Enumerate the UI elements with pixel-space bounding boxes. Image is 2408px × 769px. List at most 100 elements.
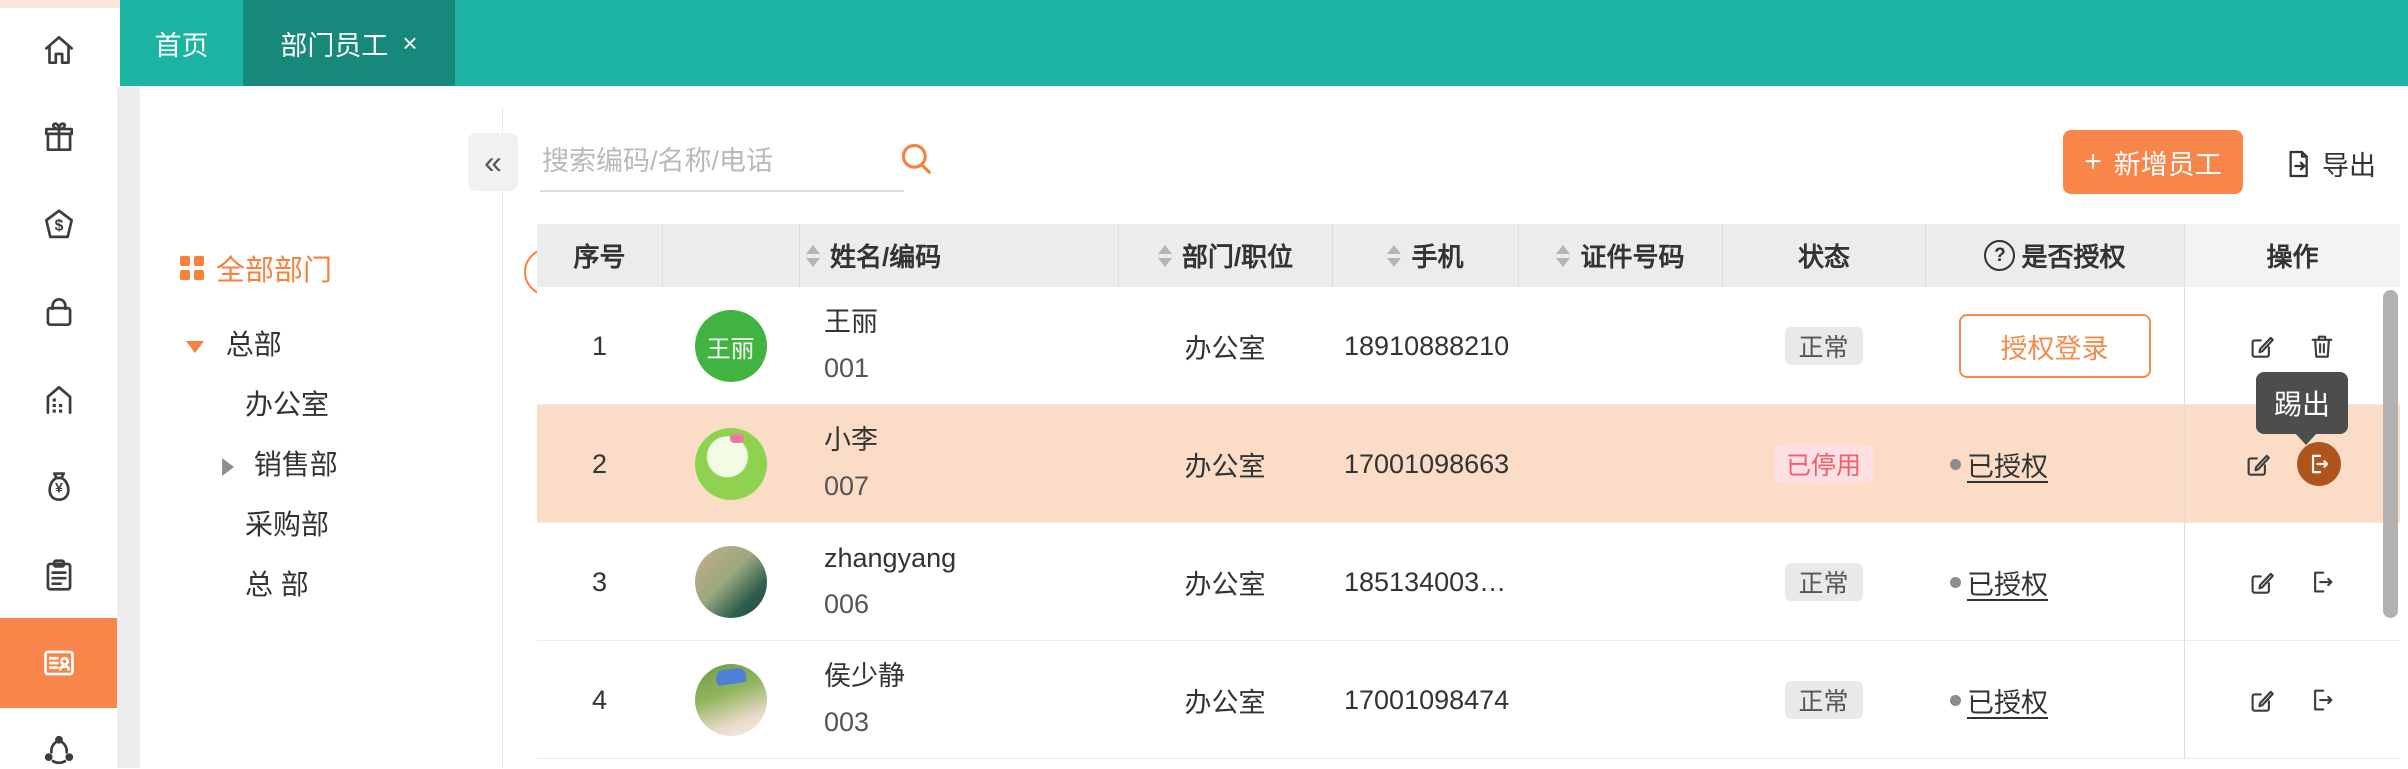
cell-actions	[2184, 523, 2400, 641]
avatar-photo[interactable]	[694, 428, 767, 500]
header-phone[interactable]: 手机	[1332, 224, 1518, 287]
cell-phone: 17001098474	[1344, 684, 1510, 715]
tab-dept-employees[interactable]: 部门员工 ×	[243, 0, 455, 86]
department-panel-header: 全部部门	[180, 247, 332, 289]
cell-status: 正常	[1722, 641, 1925, 759]
clipboard-icon[interactable]	[40, 556, 78, 594]
cell-index: 1	[591, 330, 608, 361]
status-badge: 正常	[1784, 681, 1863, 719]
money-pouch-icon[interactable]: ¥	[40, 468, 78, 506]
avatar-bow	[714, 666, 747, 686]
tree-node-sales[interactable]: 销售部	[222, 443, 338, 483]
id-card-icon	[40, 644, 78, 682]
employee-name: 小李	[824, 425, 878, 456]
cell-dept: 办公室	[1184, 687, 1266, 718]
cell-id-number	[1518, 287, 1722, 405]
table-row[interactable]: 3 zhangyang 006 办公室 185134003… 正常 已授权	[537, 523, 2400, 641]
authorized-label: 已授权	[1967, 687, 2048, 718]
collapse-panel-button[interactable]: «	[468, 133, 518, 191]
employee-name: 侯少静	[824, 661, 905, 692]
chevron-down-icon[interactable]	[186, 340, 204, 353]
search-icon[interactable]	[896, 138, 936, 178]
sort-icon[interactable]	[1157, 244, 1172, 267]
logout-icon	[2311, 454, 2329, 474]
header-actions-label: 操作	[2266, 242, 2319, 272]
avatar-photo[interactable]	[694, 546, 767, 618]
tree-node-purchasing-label: 采购部	[245, 509, 330, 540]
kick-out-tooltip-label: 踢出	[2273, 389, 2330, 420]
department-panel: 全部部门 总部 办公室 销售部 采购部 总 部	[140, 107, 572, 768]
tab-home[interactable]: 首页	[120, 0, 243, 86]
bullet-icon	[1950, 694, 1961, 706]
sort-icon[interactable]	[1556, 244, 1571, 267]
header-dept-label: 部门/职位	[1181, 242, 1294, 272]
share-icon[interactable]	[40, 731, 78, 769]
cell-name-code: 王丽 001	[799, 287, 1143, 405]
home-icon[interactable]	[40, 31, 78, 69]
tree-node-hq[interactable]: 总 部	[245, 563, 309, 603]
kick-out-icon[interactable]	[2307, 567, 2337, 597]
avatar[interactable]: 王丽	[694, 310, 767, 382]
cell-id-number	[1518, 641, 1722, 759]
header-id-number-label: 证件号码	[1580, 242, 1685, 272]
tree-node-root-label: 总部	[225, 329, 282, 360]
avatar-bow	[729, 433, 744, 443]
authorized-link[interactable]: 已授权	[1950, 681, 2048, 720]
cell-auth: 已授权	[1925, 641, 2209, 759]
cell-index: 2	[591, 448, 608, 479]
table-row[interactable]: 4 侯少静 003 办公室 17001098474 正常 已授权	[537, 641, 2400, 759]
edit-icon[interactable]	[2243, 449, 2273, 479]
all-departments-title: 全部部门	[216, 255, 333, 287]
sort-icon[interactable]	[806, 244, 820, 267]
sidebar-item-employees-active[interactable]	[0, 618, 117, 708]
authorize-login-button[interactable]: 授权登录	[1958, 314, 2151, 378]
tree-node-purchasing[interactable]: 采购部	[245, 503, 329, 543]
header-actions: 操作	[2184, 224, 2400, 287]
header-id-number[interactable]: 证件号码	[1518, 224, 1722, 287]
cell-name-code: 侯少静 003	[799, 641, 1143, 759]
svg-text:$: $	[55, 218, 64, 235]
cell-actions	[2184, 287, 2400, 405]
delete-icon[interactable]	[2307, 331, 2337, 361]
header-dept[interactable]: 部门/职位	[1118, 224, 1332, 287]
tree-node-root[interactable]: 总部	[186, 323, 282, 363]
header-phone-label: 手机	[1411, 242, 1464, 272]
edit-icon[interactable]	[2247, 685, 2277, 715]
header-index-label: 序号	[573, 242, 626, 272]
add-employee-label: 新增员工	[2113, 149, 2222, 180]
building-icon[interactable]	[40, 381, 78, 419]
status-badge: 正常	[1784, 563, 1863, 601]
help-icon[interactable]: ?	[1984, 240, 2016, 271]
table-row[interactable]: 1 王丽 王丽 001 办公室 18910888210 正常 授权登录	[537, 287, 2400, 405]
table-row-highlighted[interactable]: 2 小李 007 办公室 17001098663 已停用 已授权	[537, 405, 2400, 523]
chevron-right-icon[interactable]	[222, 457, 234, 476]
tree-node-office[interactable]: 办公室	[245, 383, 329, 423]
export-button[interactable]: 导出	[2282, 144, 2376, 183]
header-avatar	[662, 224, 799, 287]
tab-close-icon[interactable]: ×	[402, 27, 418, 58]
header-name[interactable]: 姓名/编码	[799, 224, 1118, 287]
authorized-link[interactable]: 已授权	[1950, 445, 2048, 484]
add-employee-button[interactable]: + 新增员工	[2063, 130, 2243, 194]
edit-icon[interactable]	[2247, 331, 2277, 361]
edit-icon[interactable]	[2247, 567, 2277, 597]
cell-name-code: zhangyang 006	[799, 523, 1143, 641]
kick-out-button[interactable]	[2297, 442, 2341, 486]
avatar-photo[interactable]	[694, 664, 767, 736]
shopping-bag-icon[interactable]	[40, 293, 78, 331]
vertical-scrollbar-thumb[interactable]	[2383, 290, 2398, 618]
authorized-link[interactable]: 已授权	[1950, 563, 2048, 602]
cell-status: 正常	[1722, 287, 1925, 405]
employee-code: 007	[824, 471, 870, 501]
cell-avatar: 王丽	[662, 287, 799, 405]
sort-icon[interactable]	[1387, 244, 1402, 267]
cell-avatar	[662, 523, 799, 641]
search-input[interactable]	[540, 132, 904, 192]
gift-icon[interactable]	[40, 118, 78, 156]
header-status: 状态	[1722, 224, 1925, 287]
coin-house-icon[interactable]: $	[40, 206, 78, 244]
cell-id-number	[1518, 523, 1722, 641]
authorized-label: 已授权	[1967, 451, 2048, 482]
cell-index: 4	[591, 684, 608, 715]
kick-out-icon[interactable]	[2307, 685, 2337, 715]
